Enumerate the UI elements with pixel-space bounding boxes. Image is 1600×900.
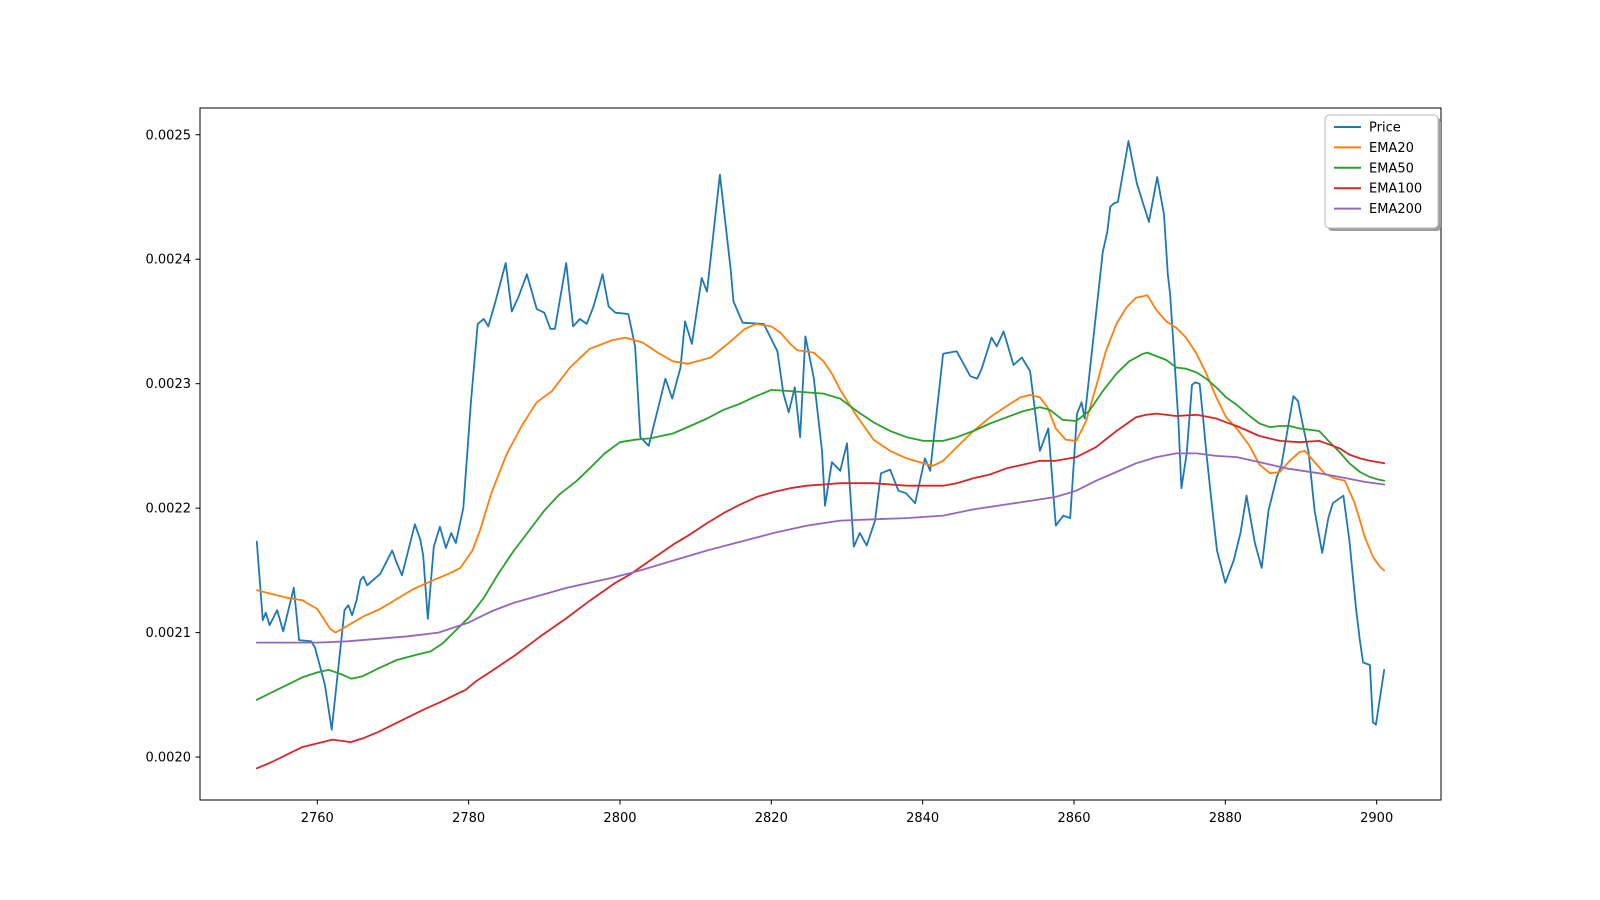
x-tick-label: 2860 (1057, 811, 1090, 826)
legend-box (1324, 114, 1439, 229)
legend-label-ema20: EMA20 (1369, 141, 1414, 156)
plot-border (199, 107, 1442, 801)
legend-label-ema50: EMA50 (1369, 161, 1414, 176)
x-tick-label: 2820 (755, 811, 788, 826)
y-tick-label: 0.0020 (146, 751, 192, 766)
x-tick-label: 2780 (452, 811, 485, 826)
y-tick-label: 0.0025 (146, 128, 192, 143)
ema20-line (255, 294, 1386, 634)
y-tick-label: 0.0021 (146, 626, 192, 641)
x-tick-label: 2900 (1360, 811, 1393, 826)
ema100-line (255, 412, 1386, 770)
ema50-line (255, 351, 1386, 701)
legend-label-price: Price (1369, 121, 1401, 136)
price-line (255, 140, 1386, 731)
ema200-line (255, 452, 1386, 644)
legend-label-ema200: EMA200 (1369, 202, 1422, 217)
y-tick-label: 0.0024 (146, 253, 192, 268)
legend-label-ema100: EMA100 (1369, 182, 1422, 197)
y-tick-label: 0.0022 (146, 502, 192, 517)
x-tick-label: 2800 (603, 811, 636, 826)
plot-area (200, 108, 1441, 800)
x-tick-label: 2760 (301, 811, 334, 826)
x-tick-label: 2840 (906, 811, 939, 826)
x-tick-label: 2880 (1209, 811, 1242, 826)
y-tick-label: 0.0023 (146, 377, 192, 392)
